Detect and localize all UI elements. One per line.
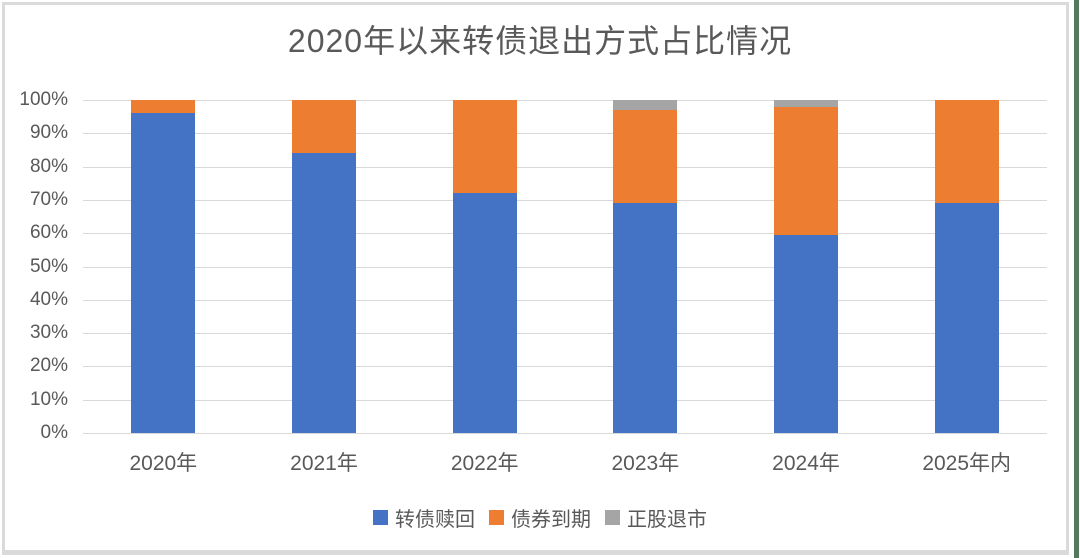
y-tick-label: 100% xyxy=(19,89,68,110)
y-tick-label: 50% xyxy=(29,256,68,277)
legend-item-转债赎回: 转债赎回 xyxy=(373,503,475,532)
bar-segment-2023年-债券到期 xyxy=(613,110,677,204)
gridline xyxy=(83,133,1047,134)
bar-segment-2024年-债券到期 xyxy=(774,106,838,235)
bar-segment-2021年-转债赎回 xyxy=(292,153,356,433)
gridline xyxy=(83,200,1047,201)
x-tick-label: 2023年 xyxy=(611,452,680,475)
legend-swatch-icon xyxy=(489,510,504,525)
gridline xyxy=(83,366,1047,367)
legend-label: 债券到期 xyxy=(511,509,591,531)
x-tick-label: 2022年 xyxy=(450,452,519,475)
legend-item-债券到期: 债券到期 xyxy=(489,503,591,532)
y-tick-label: 70% xyxy=(29,189,68,210)
bar-segment-2025年内-转债赎回 xyxy=(935,203,999,433)
gridline xyxy=(83,100,1047,101)
gridline xyxy=(83,333,1047,334)
bar-2020年 xyxy=(131,100,195,433)
bar-segment-2021年-债券到期 xyxy=(292,100,356,154)
page-accent-strip xyxy=(1074,0,1079,558)
bar-segment-2023年-转债赎回 xyxy=(613,203,677,433)
x-tick-label: 2024年 xyxy=(772,452,840,475)
y-tick-label: 40% xyxy=(29,289,68,310)
bar-2021年 xyxy=(292,100,356,433)
legend-label: 正股退市 xyxy=(627,509,707,531)
plot-area xyxy=(83,100,1047,434)
bar-2025年内 xyxy=(935,100,999,433)
bar-segment-2020年-债券到期 xyxy=(131,100,195,114)
x-tick-label: 2021年 xyxy=(290,452,358,475)
legend-label: 转债赎回 xyxy=(395,509,475,531)
y-tick-label: 80% xyxy=(29,156,68,177)
bar-2024年 xyxy=(774,100,838,433)
bar-segment-2025年内-债券到期 xyxy=(935,100,999,204)
chart-title: 2020年以来转债退出方式占比情况 xyxy=(287,23,793,59)
bar-segment-2023年-正股退市 xyxy=(613,100,677,110)
y-tick-label: 0% xyxy=(40,422,68,443)
gridline xyxy=(83,167,1047,168)
y-tick-label: 20% xyxy=(29,355,68,376)
bar-segment-2022年-转债赎回 xyxy=(453,193,517,433)
x-tick-label: 2025年内 xyxy=(922,452,1012,475)
gridline xyxy=(83,300,1047,301)
gridline xyxy=(83,433,1047,434)
x-tick-label: 2020年 xyxy=(129,452,198,475)
bar-2022年 xyxy=(453,100,517,433)
bar-2023年 xyxy=(613,100,677,433)
gridline xyxy=(83,400,1047,401)
bar-segment-2020年-转债赎回 xyxy=(131,113,195,433)
y-tick-label: 60% xyxy=(29,222,68,243)
y-tick-label: 10% xyxy=(29,389,68,410)
y-axis: 100% 90% 80% 70% 60% 50% 40% 30% 20% 10% 0% xyxy=(0,89,68,443)
legend: 转债赎回 债券到期 正股退市 xyxy=(0,503,1080,532)
gridline xyxy=(83,233,1047,234)
bar-segment-2024年-正股退市 xyxy=(774,100,838,107)
x-axis: 2020年 2021年 2022年 2023年 2024年 2025年内 xyxy=(83,447,1047,477)
y-tick-label: 90% xyxy=(29,122,68,143)
bar-segment-2022年-债券到期 xyxy=(453,100,517,194)
bar-segment-2024年-转债赎回 xyxy=(774,234,838,433)
legend-swatch-icon xyxy=(605,510,620,525)
y-tick-label: 30% xyxy=(29,322,68,343)
legend-item-正股退市: 正股退市 xyxy=(605,503,707,532)
legend-swatch-icon xyxy=(373,510,388,525)
gridline xyxy=(83,267,1047,268)
